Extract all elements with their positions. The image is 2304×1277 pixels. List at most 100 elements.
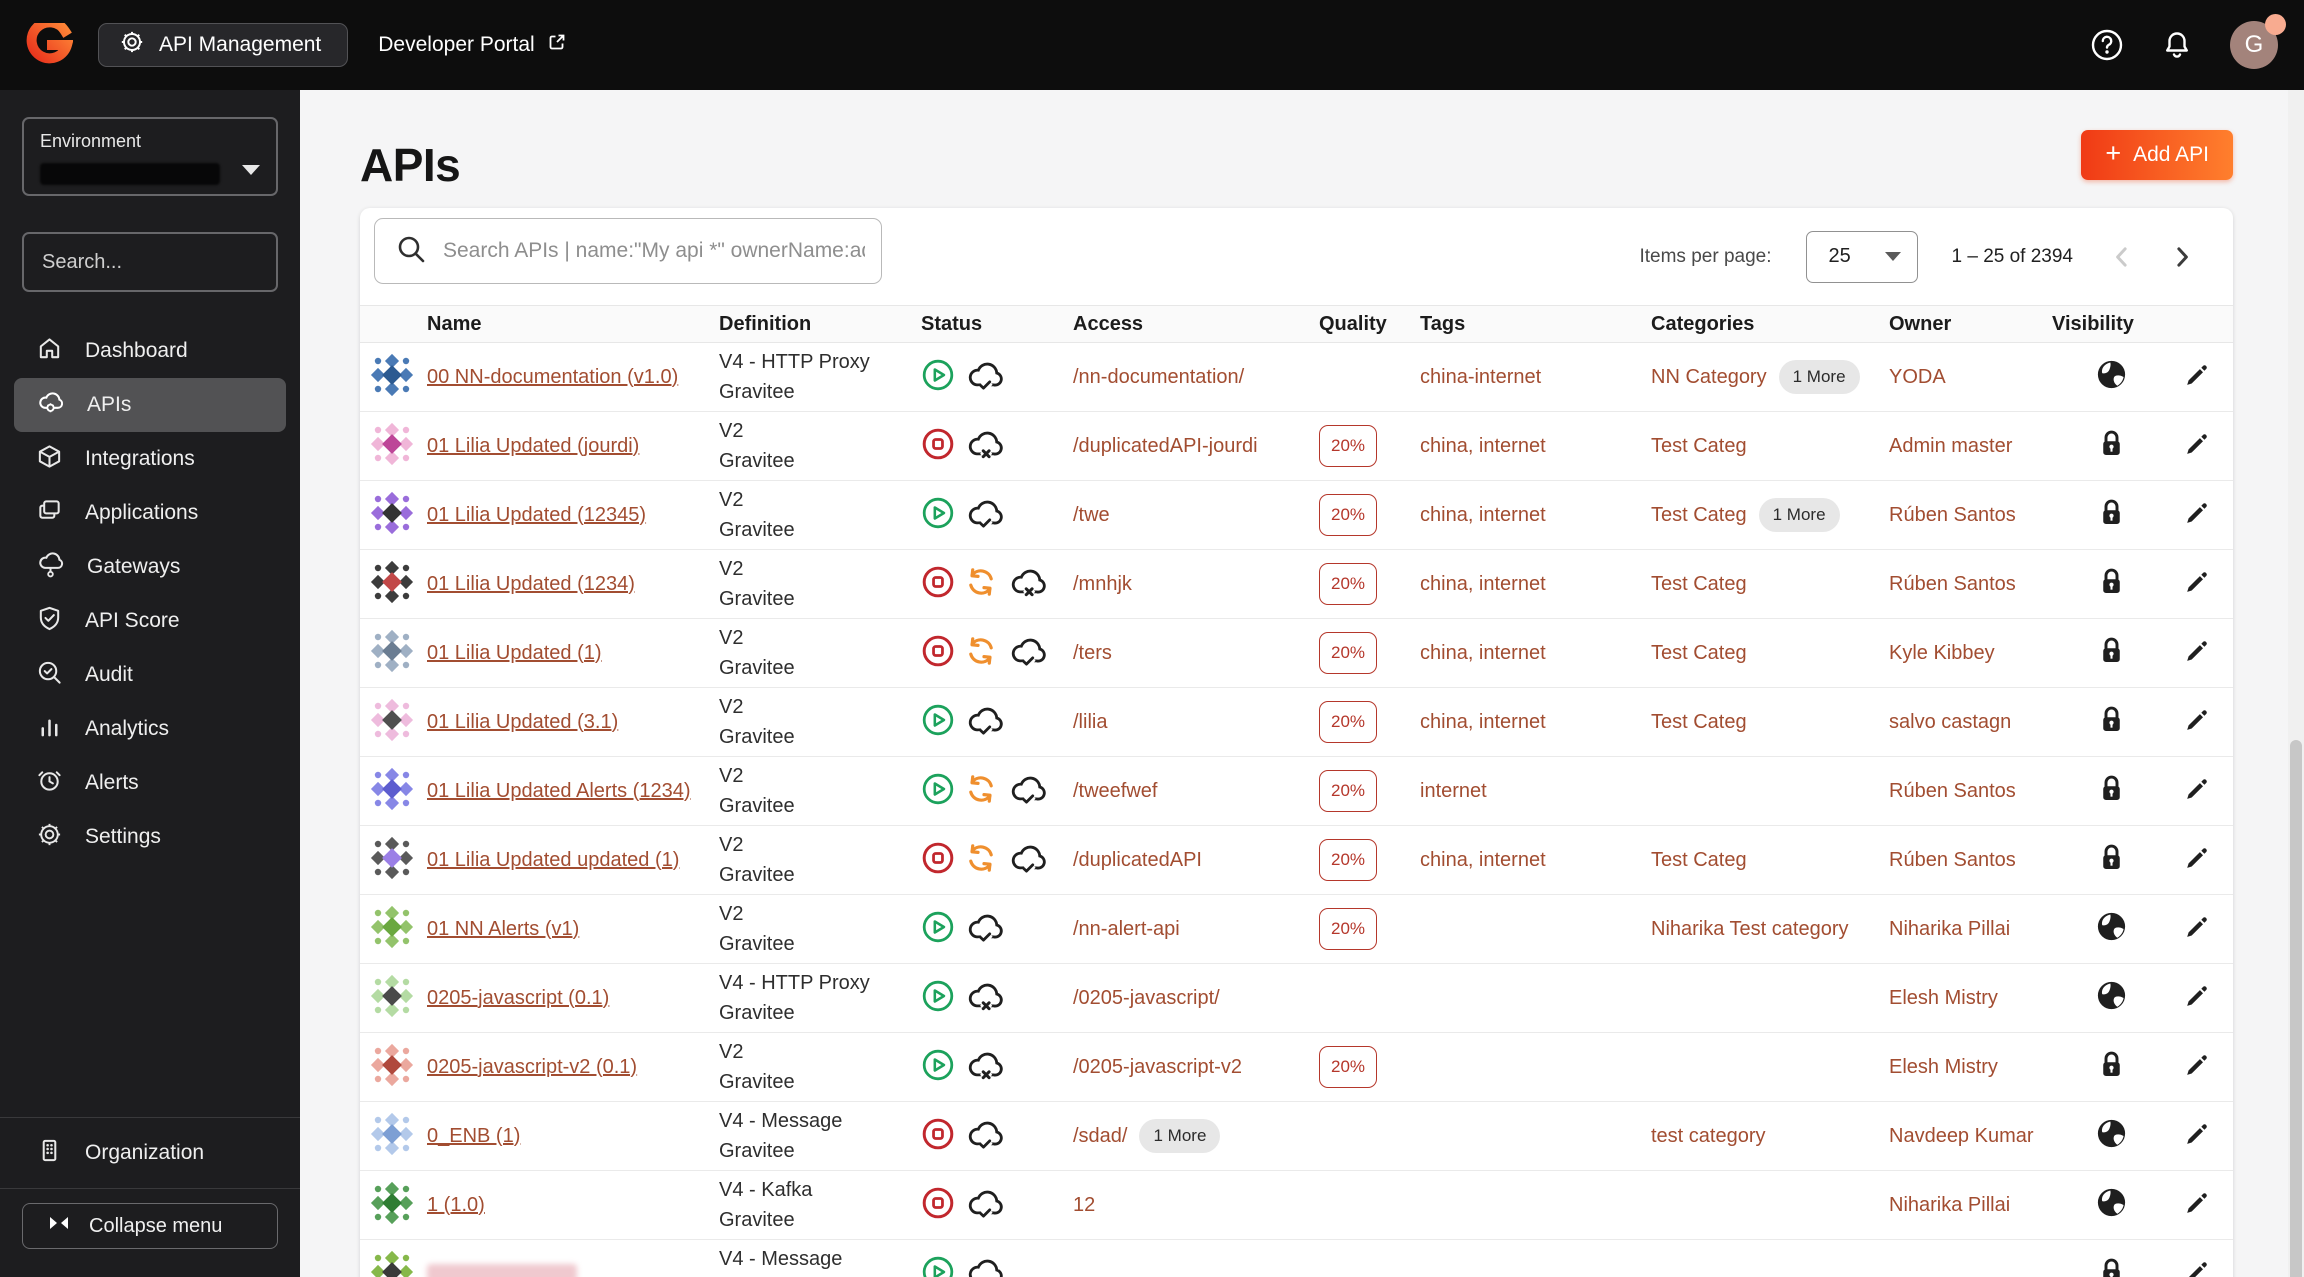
edit-api-button[interactable] [2180,843,2212,878]
add-api-button[interactable]: + Add API [2081,130,2233,180]
api-visibility-cell [2052,565,2180,603]
edit-api-button[interactable] [2180,705,2212,740]
categories-more-chip[interactable]: 1 More [1758,498,1840,532]
api-owner-cell: Navdeep Kumar [1889,1125,2034,1147]
edit-api-button[interactable] [2180,774,2212,809]
lock-icon [2095,1255,2128,1277]
sidebar-search-input[interactable] [42,250,307,274]
sidebar-item-applications[interactable]: Applications [14,486,286,540]
api-name-link[interactable]: 00 NN-documentation (v1.0) [427,365,679,388]
previous-page-button[interactable] [2107,242,2137,272]
api-visibility-cell [2052,1185,2180,1225]
developer-portal-link[interactable]: Developer Portal [378,32,566,58]
api-name-link[interactable]: 1 (1.0) [427,1193,485,1216]
definition-vendor: Gravitee [719,1002,795,1024]
api-definition-cell: V2 Gravitee [719,623,921,683]
api-name-link[interactable]: 01 Lilia Updated (jourdi) [427,434,640,457]
scrollbar-thumb[interactable] [2290,740,2302,1277]
api-name-link[interactable]: 01 Lilia Updated updated (1) [427,848,680,871]
api-management-button[interactable]: API Management [98,23,349,67]
api-owner-cell: Rúben Santos [1889,504,2016,526]
api-name-redacted [427,1264,577,1277]
categories-more-chip[interactable]: 1 More [1778,360,1860,394]
category-label: NN Category [1651,366,1767,388]
api-name-link[interactable]: 01 Lilia Updated (1) [427,641,602,664]
collapse-menu-button[interactable]: Collapse menu [22,1203,278,1249]
sidebar-item-audit[interactable]: Audit [14,648,286,702]
next-page-button[interactable] [2167,242,2197,272]
api-name-link[interactable]: 01 Lilia Updated (3.1) [427,710,619,733]
edit-api-button[interactable] [2180,429,2212,464]
definition-vendor: Gravitee [719,795,795,817]
lock-icon [2095,634,2128,672]
api-avatar-cell [360,767,427,816]
edit-api-button[interactable] [2180,636,2212,671]
environment-select[interactable]: Environment [22,117,278,196]
edit-api-button[interactable] [2180,498,2212,533]
api-definition-cell: V4 - HTTP Proxy Gravitee [719,347,921,407]
edit-api-button[interactable] [2180,360,2212,395]
api-owner-cell: Niharika Pillai [1889,1194,2011,1216]
divider [0,1117,300,1118]
api-name-link[interactable]: 0205-javascript (0.1) [427,986,610,1009]
category-label: Test Categ [1651,711,1747,733]
edit-icon [2180,429,2212,464]
out-of-sync-icon [964,565,998,604]
api-status-cell [921,358,1073,397]
scrollbar-track[interactable] [2288,90,2304,1277]
edit-api-button[interactable] [2180,912,2212,947]
cloud-check-icon [964,910,1004,948]
edit-api-button[interactable] [2180,1119,2212,1154]
sidebar-item-dashboard[interactable]: Dashboard [14,324,286,378]
api-name-link[interactable]: 01 Lilia Updated (1234) [427,572,635,595]
sidebar-item-apis[interactable]: APIs [14,378,286,432]
sidebar-item-gateways[interactable]: Gateways [14,540,286,594]
api-access-path: 12 [1073,1193,1096,1216]
sidebar-item-analytics[interactable]: Analytics [14,702,286,756]
category-label: Test Categ [1651,504,1747,526]
api-access-cell: /duplicatedAPI-jourdi [1073,435,1319,458]
api-owner-cell: YODA [1889,366,1946,388]
api-avatar [370,1181,414,1229]
items-per-page-select[interactable]: 25 [1805,230,1918,283]
sidebar-item-label: Integrations [85,447,195,470]
edit-api-button[interactable] [2180,981,2212,1016]
access-more-chip[interactable]: 1 More [1139,1119,1221,1153]
api-avatar [370,629,414,677]
cube-icon [36,443,63,476]
sidebar-item-organization[interactable]: Organization [14,1118,286,1188]
started-icon [921,1255,955,1277]
edit-api-button[interactable] [2180,567,2212,602]
column-header-categories: Categories [1651,312,1755,335]
api-quality-cell: 20% [1319,770,1420,812]
lock-icon [2095,427,2128,465]
api-status-cell [921,910,1073,949]
table-row: 0205-javascript-v2 (0.1) V2 Gravitee/0205-… [360,1033,2233,1102]
notifications-button[interactable] [2160,28,2194,62]
column-header-name: Name [427,312,482,335]
sidebar-item-settings[interactable]: Settings [14,810,286,864]
api-name-link[interactable]: 01 NN Alerts (v1) [427,917,580,940]
edit-api-button[interactable] [2180,1050,2212,1085]
sidebar-item-api-score[interactable]: API Score [14,594,286,648]
api-name-link[interactable]: 01 Lilia Updated (12345) [427,503,647,526]
edit-api-button[interactable] [2180,1188,2212,1223]
environment-value-redacted [40,163,220,185]
quality-badge: 20% [1319,425,1378,467]
lock-icon [2095,1048,2128,1086]
definition-vendor: Gravitee [719,1071,795,1093]
sidebar-item-label: Audit [85,663,133,686]
api-definition-cell: V2 Gravitee [719,485,921,545]
edit-api-button[interactable] [2180,1257,2212,1277]
stopped-icon [921,1186,955,1225]
sidebar-item-alerts[interactable]: Alerts [14,756,286,810]
api-status-cell [921,841,1073,880]
api-name-link[interactable]: 0_ENB (1) [427,1124,521,1147]
sidebar-item-integrations[interactable]: Integrations [14,432,286,486]
help-button[interactable] [2090,28,2124,62]
api-name-cell: 01 NN Alerts (v1) [427,916,719,943]
api-name-link[interactable]: 0205-javascript-v2 (0.1) [427,1055,638,1078]
api-search-input[interactable] [443,239,865,263]
api-visibility-cell [2052,496,2180,534]
api-name-link[interactable]: 01 Lilia Updated Alerts (1234) [427,779,691,802]
